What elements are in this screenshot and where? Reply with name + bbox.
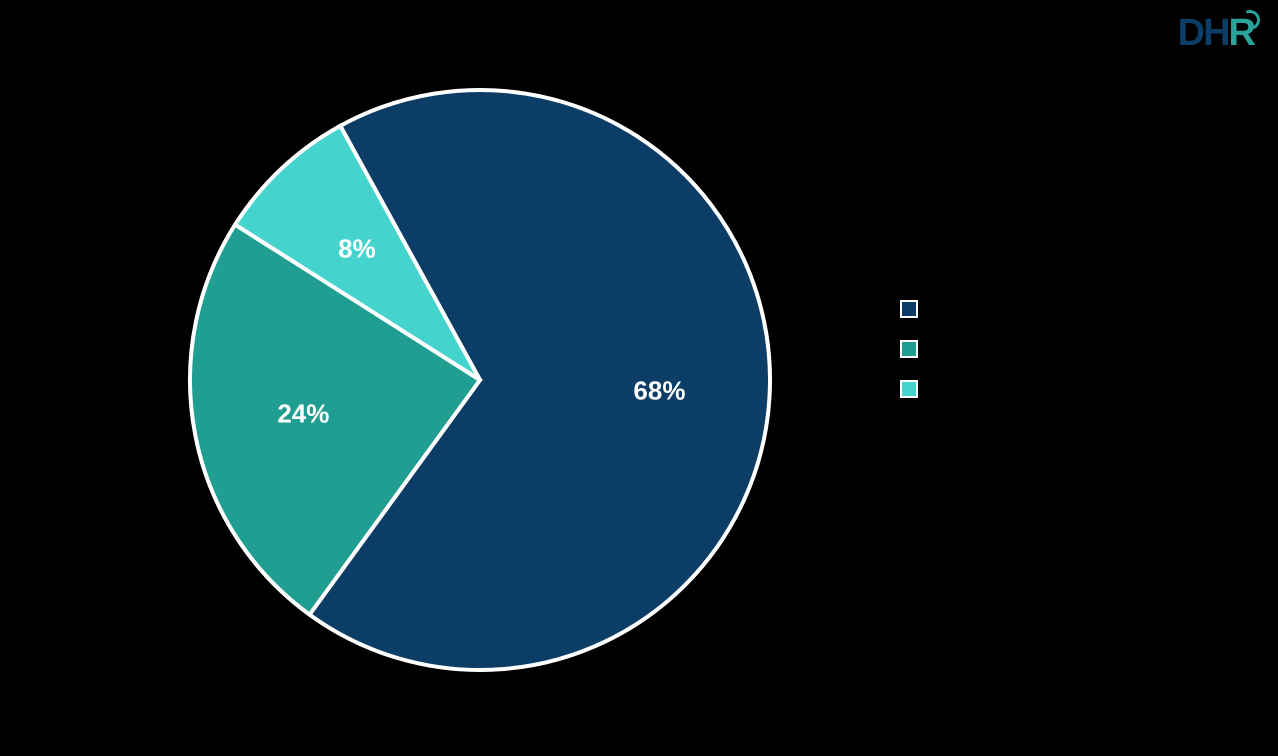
legend-item xyxy=(900,380,932,398)
pie-chart: 68% 24% 8% xyxy=(180,80,780,680)
legend-item xyxy=(900,300,932,318)
pie-slice-label: 8% xyxy=(338,233,376,264)
brand-logo: DHR xyxy=(1178,12,1254,55)
logo-swoosh-icon xyxy=(1237,7,1263,33)
logo-letter-h: H xyxy=(1203,12,1228,54)
pie-slice-label: 68% xyxy=(633,376,685,407)
legend-swatch-icon xyxy=(900,380,918,398)
legend-swatch-icon xyxy=(900,300,918,318)
pie-slice-label: 24% xyxy=(277,398,329,429)
legend-item xyxy=(900,340,932,358)
pie-chart-svg xyxy=(180,80,780,680)
logo-letter-r: R xyxy=(1229,12,1254,54)
legend xyxy=(900,300,932,398)
legend-swatch-icon xyxy=(900,340,918,358)
logo-letter-d: D xyxy=(1178,12,1203,54)
